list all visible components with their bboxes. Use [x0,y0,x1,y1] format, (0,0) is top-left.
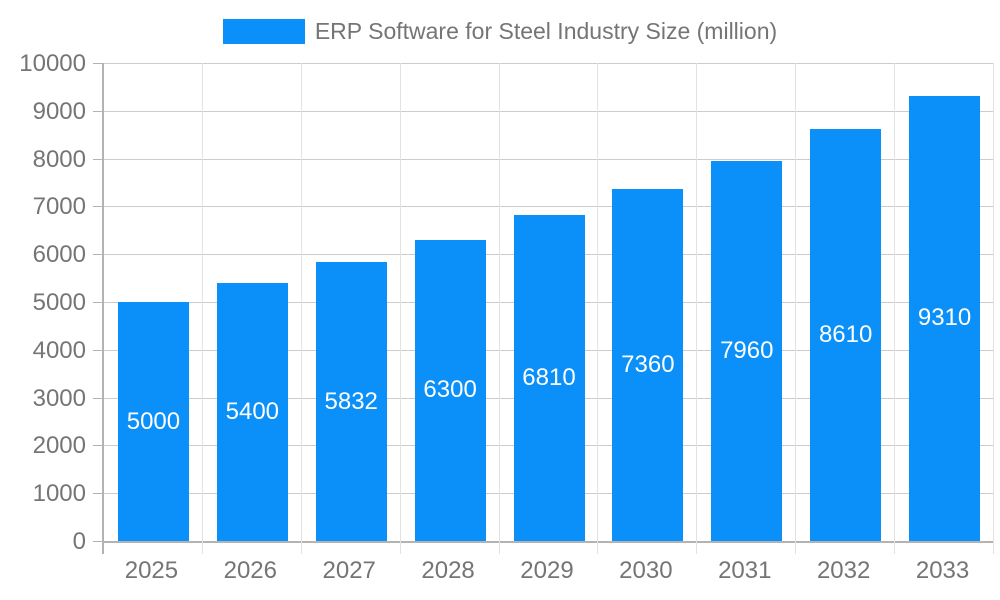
gridline-vertical [993,63,994,541]
x-tick-label-2029: 2029 [520,557,574,584]
bar-2026[interactable]: 5400 [216,282,288,541]
y-axis-tick [93,541,102,542]
x-tick-label-2027: 2027 [322,557,376,584]
x-axis-tick [399,541,401,554]
bar-2025[interactable]: 5000 [117,302,189,541]
bar-value-label: 6810 [522,364,576,392]
x-axis-tick [894,541,896,554]
y-axis-tick [93,493,102,495]
y-axis-tick [93,397,102,399]
bar-2028[interactable]: 6300 [414,239,486,541]
bar-2027[interactable]: 5832 [315,262,387,541]
x-tick-label-2026: 2026 [223,557,277,584]
x-axis-tick [696,541,698,554]
y-tick-label-1000: 1000 [32,480,86,508]
gridline-vertical [399,63,401,541]
gridline-vertical [696,63,698,541]
x-axis-tick [597,541,599,554]
y-axis-tick [93,445,102,447]
y-axis-tick [93,158,102,160]
x-tick-label-2031: 2031 [718,557,772,584]
gridline-vertical [201,63,203,541]
x-tick-label-2025: 2025 [124,557,179,584]
bar-value-label: 7360 [621,351,675,379]
gridline-vertical [894,63,896,541]
bar-value-label: 7960 [720,336,774,364]
legend: ERP Software for Steel Industry Size (mi… [0,16,1000,46]
y-tick-label-10000: 10000 [19,50,86,77]
bar-2032[interactable]: 8610 [810,129,882,541]
bar-value-label: 6300 [423,376,477,404]
y-tick-label-7000: 7000 [32,193,86,221]
y-axis-tick [93,206,102,208]
bar-value-label: 5400 [225,397,280,425]
y-tick-label-2000: 2000 [32,432,86,460]
x-axis-tick axis-ext [102,541,104,554]
gridline-vertical [795,63,797,541]
y-axis-tick [93,302,102,303]
x-tick-label-2032: 2032 [816,557,871,584]
bar-2031[interactable]: 7960 [711,160,783,541]
bar-2029[interactable]: 6810 [513,215,585,541]
gridline-horizontal [104,206,994,208]
x-tick-label-2030: 2030 [619,557,673,584]
y-tick-label-8000: 8000 [32,145,86,173]
gridline-vertical [498,63,500,541]
y-tick-label-3000: 3000 [32,384,86,412]
y-tick-label-0: 0 [72,528,86,555]
bar-2030[interactable]: 7360 [612,189,684,541]
gridline-horizontal [104,158,994,160]
gridline-horizontal [104,110,994,112]
bar-2033[interactable]: 9310 [909,95,981,541]
y-tick-label-6000: 6000 [32,241,86,269]
x-axis-tick [993,541,994,554]
x-axis-tick [300,541,302,554]
y-tick-label-4000: 4000 [32,336,86,364]
x-tick-label-2033: 2033 [915,557,970,584]
y-axis-tick [93,110,102,112]
bar-value-label: 5000 [126,407,181,435]
legend-swatch [222,18,305,44]
x-axis-tick [498,541,500,554]
y-axis-tick [93,63,102,64]
bar-value-label: 8610 [818,321,873,349]
legend-label: ERP Software for Steel Industry Size (mi… [314,17,778,44]
y-axis-tick [93,349,102,351]
bar-value-label: 9310 [917,304,972,332]
y-tick-label-5000: 5000 [32,289,86,316]
gridline-vertical [597,63,599,541]
x-tick-label-2028: 2028 [421,557,475,584]
x-axis-tick [795,541,797,554]
x-axis-tick [201,541,203,554]
gridline-horizontal [104,63,994,64]
y-tick-label-9000: 9000 [32,97,86,125]
bar-value-label: 5832 [324,387,378,415]
gridline-vertical [300,63,302,541]
y-axis-tick [93,254,102,256]
plot-area: 5000 5400 5832 6300 6810 7360 7960 8610 9310 [93,63,994,554]
